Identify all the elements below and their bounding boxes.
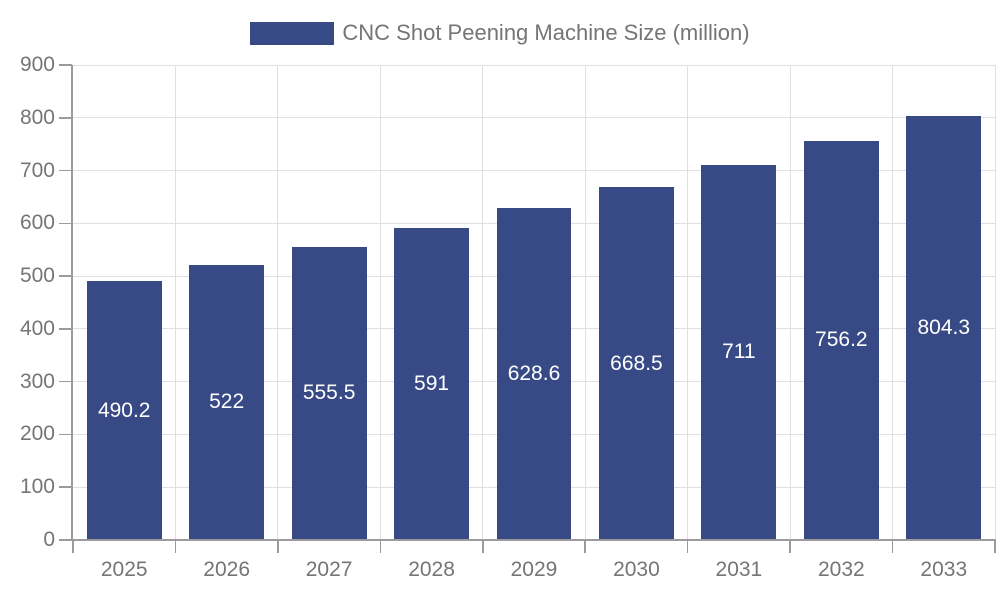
x-axis-tick [584, 541, 586, 553]
legend-swatch-icon [250, 21, 335, 45]
bar-value-label: 756.2 [815, 328, 868, 352]
x-axis-tick-label: 2026 [203, 558, 251, 581]
x-axis-tick-label: 2027 [305, 558, 353, 581]
y-axis-tick-label: 600 [19, 211, 55, 235]
bar-value-label: 591 [414, 372, 450, 396]
y-axis-tick-label: 700 [19, 158, 55, 182]
y-axis-tick-label: 500 [19, 264, 55, 288]
legend-label: CNC Shot Peening Machine Size (million) [342, 20, 750, 45]
x-axis-tick [891, 541, 894, 553]
bar-2029 [496, 208, 572, 539]
bar-value-label: 628.6 [507, 362, 561, 386]
gridline-vertical [277, 65, 279, 539]
y-axis-tick-label: 300 [19, 369, 55, 393]
y-axis-tick-label: 800 [19, 105, 55, 129]
x-axis-tick-label: 2025 [100, 558, 148, 581]
bar-2027 [291, 246, 367, 539]
x-axis-tick-label: 2033 [920, 558, 968, 581]
bar-value-label: 668.5 [610, 351, 663, 375]
y-axis-tick [59, 328, 72, 330]
y-axis-tick [59, 117, 72, 119]
x-axis-tick [379, 541, 382, 553]
x-axis-tick-label: 2031 [715, 558, 763, 581]
y-axis-tick [59, 380, 72, 383]
y-axis-tick [59, 433, 72, 436]
gridline-horizontal [73, 117, 995, 119]
bar-2031 [701, 164, 777, 539]
bar-value-label: 522 [209, 390, 245, 414]
x-axis-tick-label: 2032 [817, 558, 865, 581]
gridline-horizontal [73, 64, 995, 66]
x-axis-tick [789, 541, 791, 553]
y-axis-tick [59, 222, 72, 225]
bar-2030 [599, 187, 674, 539]
x-axis-tick-label: 2030 [613, 558, 660, 581]
bar-value-label: 711 [722, 340, 756, 364]
gridline-vertical [379, 65, 381, 539]
gridline-vertical [892, 65, 894, 539]
gridline-vertical [174, 65, 176, 539]
bar-2033 [906, 115, 982, 539]
y-axis-tick-label: 900 [19, 53, 55, 76]
bar-value-label: 490.2 [97, 398, 151, 422]
bar-value-label: 804.3 [917, 315, 971, 339]
y-axis-tick-label: 0 [43, 528, 55, 551]
legend[interactable]: CNC Shot Peening Machine Size (million) [0, 20, 1000, 46]
gridline-horizontal [73, 170, 995, 172]
bar-2025 [86, 281, 162, 539]
x-axis-tick [994, 541, 996, 553]
x-axis-tick [72, 541, 74, 553]
x-axis-tick [277, 541, 279, 553]
y-axis-tick-label: 400 [19, 316, 55, 340]
bar-value-label: 555.5 [302, 381, 356, 405]
x-axis-tick-label: 2028 [408, 558, 455, 581]
gridline-vertical [687, 65, 689, 539]
bar-2032 [803, 140, 879, 539]
y-axis-tick-label: 100 [19, 475, 55, 499]
y-axis-tick [59, 169, 72, 172]
bar-2026 [189, 264, 265, 539]
gridline-vertical [584, 65, 586, 539]
y-axis-tick [59, 539, 72, 541]
gridline-vertical [482, 65, 484, 539]
x-axis-tick [174, 541, 177, 553]
y-axis-tick [59, 486, 72, 488]
gridline-vertical [789, 65, 791, 539]
x-axis-tick [686, 541, 689, 553]
x-axis-tick-label: 2029 [510, 558, 558, 581]
x-axis-tick [482, 541, 484, 553]
y-axis-tick-label: 200 [19, 422, 55, 446]
y-axis-tick [59, 64, 72, 66]
y-axis-tick [59, 275, 72, 277]
bar-2028 [394, 228, 469, 539]
y-axis-line [71, 65, 73, 540]
x-axis-line [71, 539, 996, 541]
gridline-vertical [994, 65, 996, 539]
